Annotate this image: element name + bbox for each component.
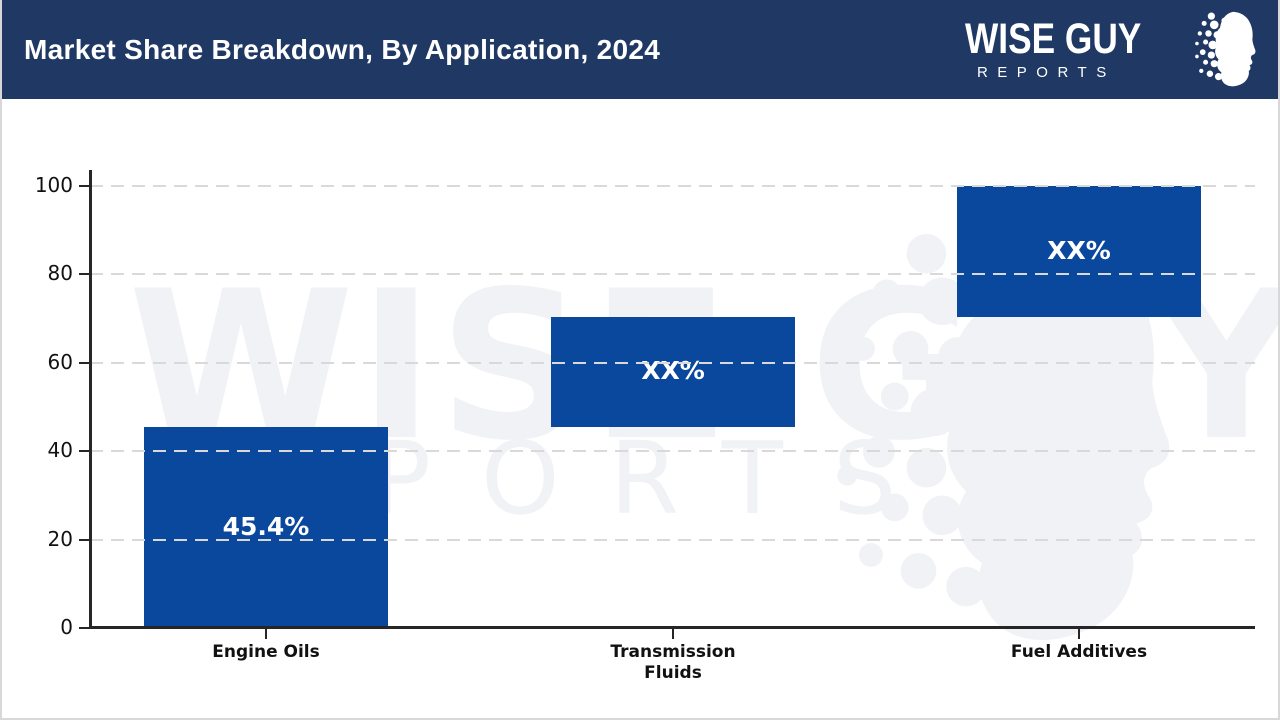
bar: XX% <box>551 317 795 428</box>
page-title: Market Share Breakdown, By Application, … <box>24 33 661 65</box>
bar-value-label: 45.4% <box>222 511 310 541</box>
plot-area: 0 20 40 60 80 100 45.4% Engine Oils XX% Transmiss… <box>35 164 1255 683</box>
gridline <box>90 538 1255 541</box>
logo-wordmark: WISE GUY <box>964 15 1142 63</box>
bar: 45.4% <box>144 427 388 628</box>
gridline <box>90 273 1255 276</box>
logo-head-icon <box>1184 10 1256 90</box>
x-tick-mark <box>672 628 674 639</box>
x-category-label: Fuel Additives <box>1010 642 1148 662</box>
x-tick-mark <box>1078 628 1080 639</box>
x-category-label: Engine Oils <box>212 642 320 662</box>
y-tick-mark <box>79 273 90 276</box>
logo: WISE GUY REPORTS <box>965 10 1256 90</box>
y-tick-mark <box>79 627 90 629</box>
bar: XX% <box>957 186 1201 318</box>
y-tick-label: 80 <box>47 261 73 286</box>
y-tick-mark <box>79 185 90 187</box>
bar-value-label: XX% <box>1047 235 1111 265</box>
gridline <box>90 185 1255 187</box>
y-tick-mark <box>79 538 90 541</box>
y-tick-label: 60 <box>47 349 73 374</box>
bar-value-label: XX% <box>641 356 705 386</box>
logo-text: WISE GUY REPORTS <box>964 15 1180 82</box>
y-tick-label: 40 <box>47 438 73 463</box>
y-axis-line <box>89 170 92 628</box>
header: Market Share Breakdown, By Application, … <box>2 0 1278 99</box>
y-tick-mark <box>79 361 90 364</box>
x-category-label: Transmission Fluids <box>610 642 736 684</box>
y-tick-mark <box>79 450 90 453</box>
gridline <box>90 450 1255 453</box>
x-tick-mark <box>265 628 267 639</box>
x-axis-line <box>89 626 1255 629</box>
y-tick-label: 0 <box>60 615 73 639</box>
y-tick-label: 100 <box>34 173 73 197</box>
gridline <box>90 361 1255 364</box>
y-tick-label: 20 <box>47 526 73 551</box>
logo-subtext: REPORTS <box>976 64 1116 81</box>
